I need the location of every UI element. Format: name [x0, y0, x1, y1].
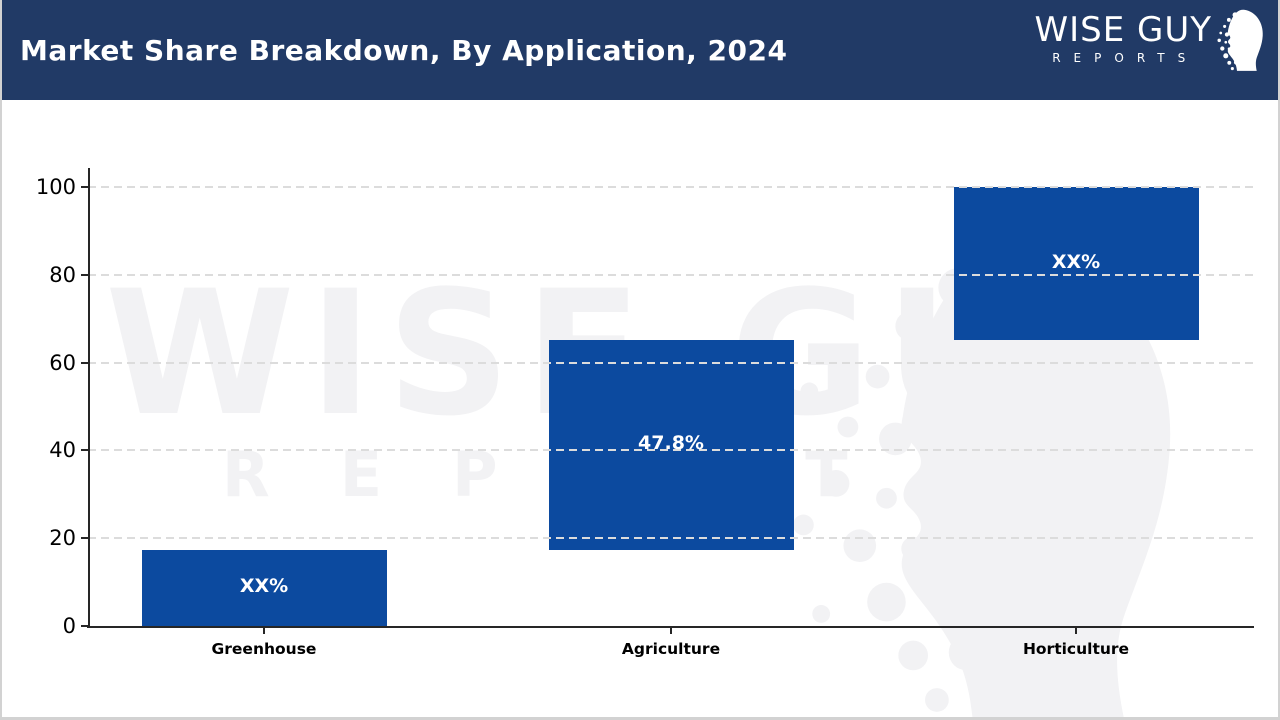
y-axis-tick	[81, 625, 88, 627]
bar-value-label: 47.8%	[638, 432, 704, 455]
gridline-80	[88, 273, 1253, 276]
bar-horticulture	[953, 187, 1199, 341]
y-axis-tick-label: 20	[49, 526, 76, 551]
header-bar: Market Share Breakdown, By Application, …	[0, 0, 1280, 100]
gridline-40	[88, 449, 1253, 452]
x-axis-category-label: Agriculture	[621, 640, 721, 658]
x-axis-category-label: Greenhouse	[211, 640, 317, 658]
y-axis-tick	[81, 537, 88, 540]
y-axis-tick	[81, 186, 88, 188]
x-axis-line	[87, 626, 1254, 628]
gridline-20	[88, 537, 1253, 540]
y-axis-tick-label: 40	[49, 438, 76, 463]
bar-value-label: XX%	[1051, 250, 1101, 273]
x-axis-tick	[670, 628, 672, 634]
x-axis-tick	[1075, 628, 1077, 634]
y-axis-tick-label: 100	[35, 175, 76, 199]
gridline-60	[88, 361, 1253, 364]
y-axis-tick-label: 0	[62, 614, 76, 638]
y-axis-tick-label: 80	[49, 262, 76, 287]
bar-agriculture	[548, 340, 794, 551]
bar-value-label: XX%	[239, 575, 289, 598]
logo-wordmark: WISE GUY	[1034, 10, 1212, 51]
y-axis-tick	[81, 449, 88, 452]
page-title: Market Share Breakdown, By Application, …	[20, 33, 788, 67]
brand-logo: WISE GUY REPORTS	[1034, 6, 1266, 72]
y-axis-tick	[81, 273, 88, 276]
logo-tagline: REPORTS	[1052, 50, 1199, 65]
y-axis-line	[88, 168, 90, 628]
y-axis-tick-label: 60	[49, 350, 76, 375]
y-axis-tick	[81, 361, 88, 364]
x-axis-category-label: Horticulture	[1022, 640, 1130, 658]
logo-face-icon	[1217, 9, 1263, 71]
brand-logo-text: WISE GUY REPORTS	[1034, 10, 1212, 65]
gridline-100	[88, 186, 1253, 188]
bar-greenhouse	[141, 550, 387, 626]
x-axis-tick	[263, 628, 265, 634]
